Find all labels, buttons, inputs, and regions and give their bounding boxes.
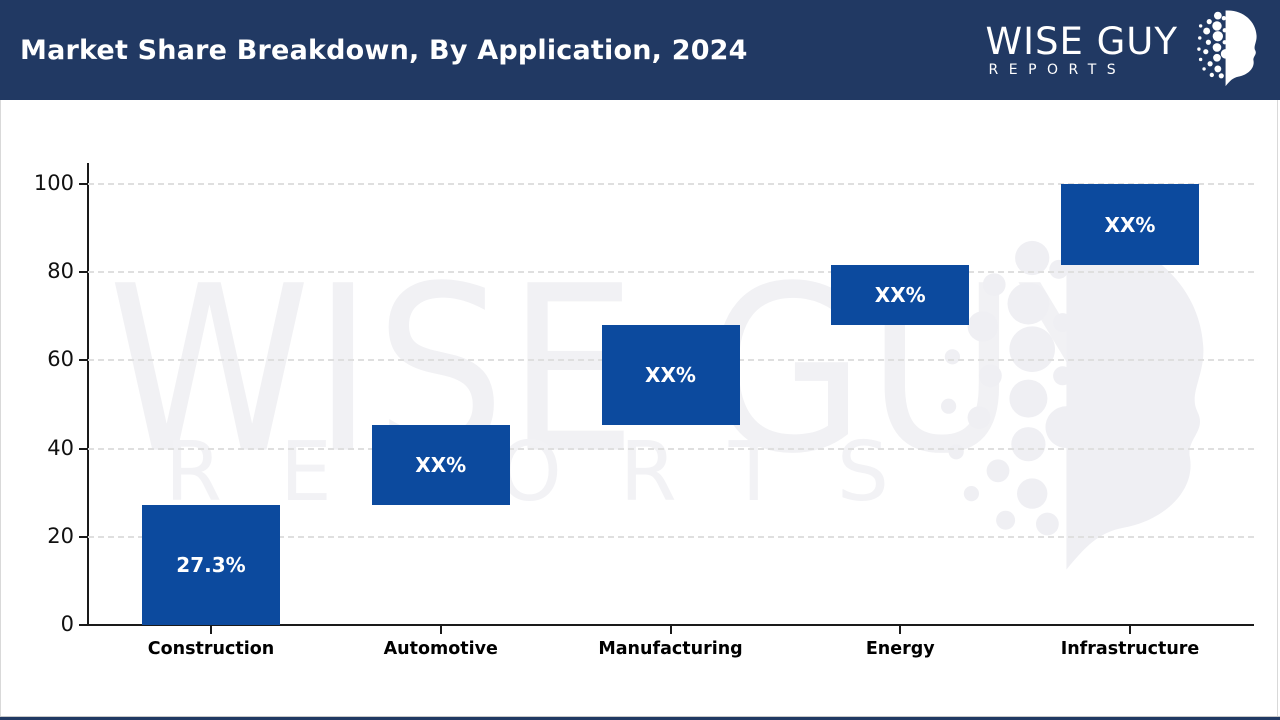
- bar-infrastructure: XX%: [1061, 184, 1199, 266]
- y-tick-100: [79, 183, 88, 185]
- gridline-100: [88, 183, 1254, 185]
- gridline-80: [88, 271, 1254, 274]
- watermark-text-2: REPORTS: [165, 425, 947, 520]
- x-tick-construction: [210, 626, 212, 634]
- y-tick-label-40: 40: [47, 435, 74, 460]
- bar-value-label: XX%: [1104, 212, 1156, 237]
- y-tick-20: [79, 535, 88, 538]
- x-tick-energy: [899, 626, 902, 634]
- bottom-border: [0, 716, 1280, 717]
- bar-value-label: XX%: [874, 283, 926, 308]
- bar-value-label: XX%: [415, 452, 467, 477]
- brand-logo: WISE GUY REPORTS: [986, 7, 1266, 93]
- gridline-20: [88, 535, 1254, 538]
- x-category-label: Energy: [865, 639, 935, 659]
- gridline-40: [88, 447, 1254, 450]
- brand-subtitle: REPORTS: [988, 62, 1127, 78]
- brand-head-icon: [1180, 7, 1266, 93]
- x-tick-automotive: [439, 626, 442, 634]
- brand-logo-text: WISE GUY REPORTS: [986, 23, 1178, 77]
- y-tick-60: [79, 359, 88, 362]
- y-axis-line: [87, 163, 89, 626]
- waterfall-chart: 0 20 40 60 80 100 27.3% Construction XX% Automoti…: [0, 100, 1280, 716]
- footer-bar: [0, 717, 1280, 720]
- x-category-label: Construction: [147, 639, 275, 659]
- y-tick-80: [79, 271, 88, 274]
- y-tick-40: [79, 447, 88, 450]
- x-tick-manufacturing: [669, 626, 672, 634]
- header-bar: Market Share Breakdown, By Application, …: [0, 0, 1280, 100]
- y-tick-label-20: 20: [47, 523, 74, 548]
- x-category-label: Automotive: [383, 639, 498, 659]
- y-tick-label-60: 60: [47, 347, 74, 372]
- y-tick-label-80: 80: [47, 259, 74, 284]
- bar-value-label: 27.3%: [176, 552, 246, 577]
- y-tick-0: [79, 624, 88, 626]
- x-axis-line: [87, 624, 1254, 626]
- chart-title: Market Share Breakdown, By Application, …: [20, 34, 748, 66]
- bar-energy: XX%: [831, 265, 970, 326]
- bar-construction: 27.3%: [142, 504, 280, 625]
- y-tick-label-0: 0: [60, 612, 74, 636]
- x-category-label: Manufacturing: [598, 639, 743, 659]
- x-category-label: Infrastructure: [1060, 639, 1200, 659]
- bar-automotive: XX%: [371, 424, 510, 505]
- brand-name: WISE GUY: [985, 20, 1178, 63]
- x-tick-infrastructure: [1129, 626, 1131, 634]
- bar-value-label: XX%: [645, 362, 696, 387]
- y-tick-label-100: 100: [33, 171, 74, 195]
- bar-manufacturing: XX%: [601, 325, 740, 425]
